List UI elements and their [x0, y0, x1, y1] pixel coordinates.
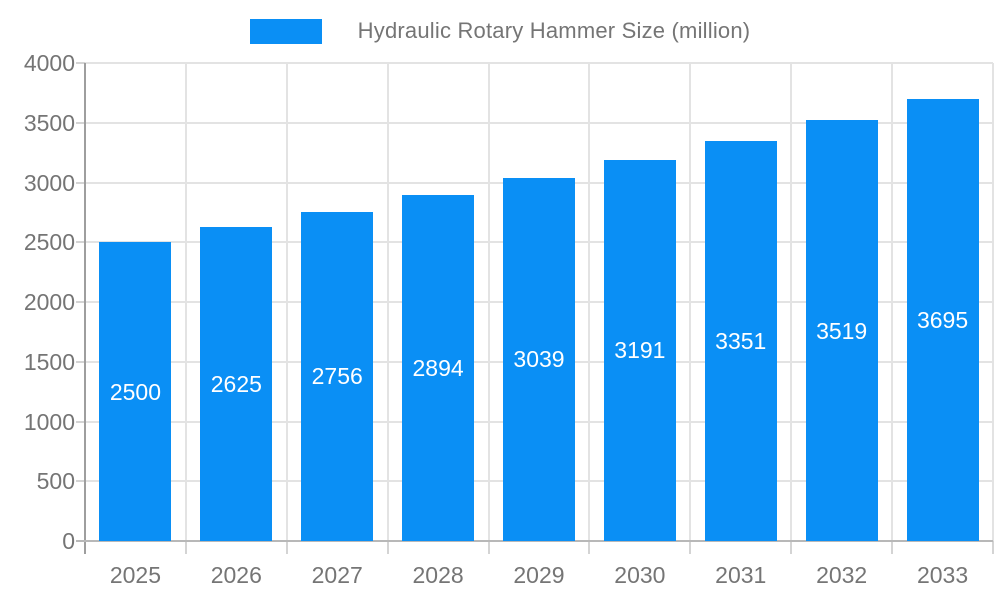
- x-axis-label: 2027: [311, 562, 363, 588]
- bar[interactable]: [906, 99, 979, 541]
- bar-value-label: 3351: [715, 327, 767, 354]
- bar[interactable]: [200, 227, 273, 541]
- y-axis-label: 2500: [23, 229, 75, 256]
- x-tick: [184, 541, 187, 554]
- bar[interactable]: [805, 120, 878, 541]
- y-tick: [76, 360, 85, 363]
- x-gridline: [184, 63, 187, 541]
- legend-swatch[interactable]: [249, 18, 322, 44]
- y-axis-label: 3000: [23, 169, 75, 196]
- y-axis-label: 1000: [23, 408, 75, 435]
- x-tick: [992, 541, 994, 554]
- x-gridline: [487, 63, 490, 541]
- y-gridline: [85, 121, 993, 124]
- bar-value-label: 2894: [412, 355, 464, 382]
- x-gridline: [891, 63, 894, 541]
- x-axis-label: 2029: [513, 562, 565, 588]
- bar-value-label: 3695: [916, 307, 969, 334]
- y-tick: [76, 301, 85, 303]
- bar[interactable]: [704, 140, 777, 541]
- x-axis-label: 2033: [916, 562, 969, 588]
- x-gridline: [285, 63, 288, 541]
- y-tick: [76, 241, 85, 244]
- y-axis-label: 0: [62, 528, 75, 554]
- bar-value-label: 3191: [614, 337, 666, 364]
- y-axis-label: 500: [36, 468, 75, 495]
- x-tick: [790, 541, 793, 554]
- chart-legend: Hydraulic Rotary Hammer Size (million): [0, 18, 1000, 44]
- bar[interactable]: [503, 177, 575, 541]
- y-axis-label: 1500: [23, 348, 75, 375]
- x-gridline: [790, 63, 793, 541]
- bar[interactable]: [301, 211, 374, 541]
- x-tick: [689, 541, 692, 554]
- x-tick: [891, 541, 894, 554]
- x-gridline: [588, 63, 591, 541]
- x-tick: [386, 541, 389, 554]
- bar-value-label: 2500: [109, 378, 162, 405]
- x-axis-label: 2028: [412, 562, 464, 588]
- x-gridline: [992, 63, 994, 541]
- y-axis-line: [84, 63, 86, 554]
- y-axis-label: 4000: [23, 50, 75, 76]
- x-axis-label: 2031: [715, 562, 767, 588]
- y-tick: [76, 62, 85, 64]
- bar-value-label: 2625: [210, 371, 262, 398]
- y-tick: [76, 420, 85, 423]
- y-gridline: [85, 62, 993, 64]
- x-axis-label: 2030: [614, 562, 666, 588]
- y-tick: [76, 181, 85, 184]
- bar[interactable]: [603, 159, 676, 541]
- y-tick: [76, 121, 85, 124]
- x-axis-label: 2025: [109, 562, 162, 588]
- y-axis-label: 3500: [23, 109, 75, 136]
- bar[interactable]: [402, 195, 475, 541]
- x-tick: [285, 541, 288, 554]
- x-axis-label: 2032: [816, 562, 868, 588]
- x-axis-baseline: [76, 540, 993, 542]
- x-axis-label: 2026: [210, 562, 262, 588]
- legend-label[interactable]: Hydraulic Rotary Hammer Size (million): [357, 18, 751, 43]
- x-tick: [588, 541, 591, 554]
- y-axis-label: 2000: [23, 289, 75, 315]
- bar-value-label: 2756: [311, 363, 363, 390]
- bar-value-label: 3039: [513, 346, 565, 373]
- y-tick: [76, 480, 85, 483]
- bar[interactable]: [99, 242, 172, 541]
- bar-value-label: 3519: [816, 317, 868, 344]
- x-tick: [487, 541, 490, 554]
- x-gridline: [689, 63, 692, 541]
- x-gridline: [386, 63, 389, 541]
